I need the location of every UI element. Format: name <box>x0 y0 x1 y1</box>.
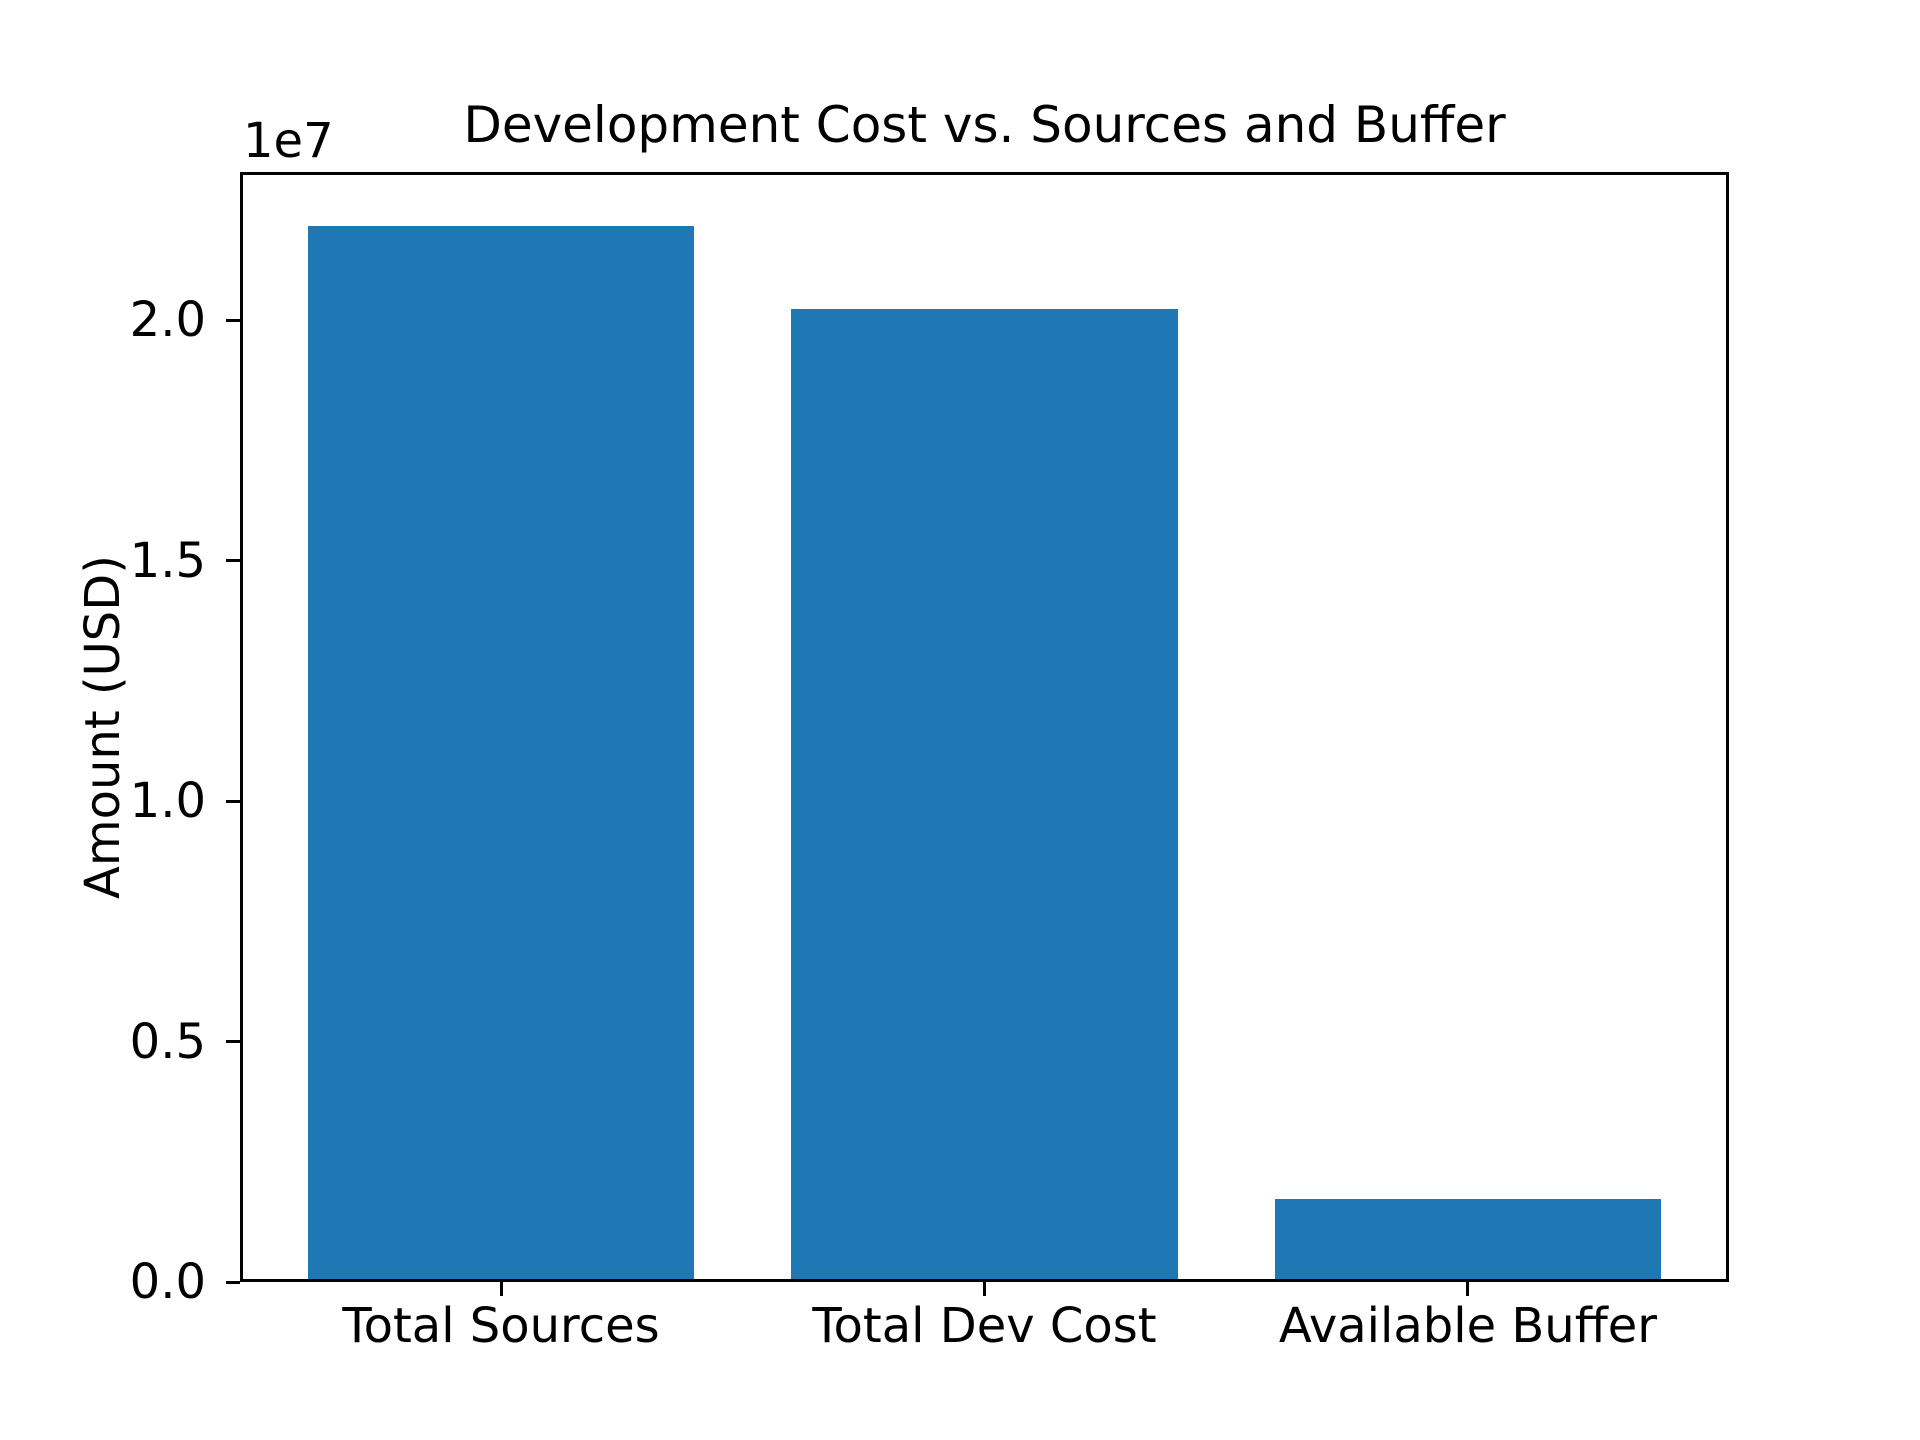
bar-total-dev-cost <box>791 309 1178 1282</box>
x-tick-label-available-buffer: Available Buffer <box>1278 1298 1658 1354</box>
x-tick-mark <box>983 1282 986 1296</box>
y-axis-label: Amount (USD) <box>75 555 131 899</box>
bar-total-sources <box>307 226 695 1282</box>
y-tick-mark <box>226 1040 240 1043</box>
y-tick-label: 1.0 <box>129 773 206 829</box>
y-tick-mark <box>226 1280 240 1284</box>
bar-available-buffer <box>1274 1199 1662 1282</box>
x-tick-mark <box>499 1282 503 1296</box>
x-tick-label-total-sources: Total Sources <box>342 1298 660 1354</box>
y-axis-offset-text: 1e7 <box>243 113 334 169</box>
y-tick-mark <box>226 559 240 562</box>
chart-title: Development Cost vs. Sources and Buffer <box>463 96 1506 154</box>
x-tick-mark <box>1466 1282 1470 1296</box>
y-tick-label: 0.5 <box>129 1013 206 1070</box>
y-tick-label: 2.0 <box>129 292 206 348</box>
x-tick-label-total-dev-cost: Total Dev Cost <box>812 1298 1157 1354</box>
y-tick-label: 1.5 <box>129 532 206 589</box>
y-tick-mark <box>226 318 240 322</box>
y-tick-mark <box>226 799 240 803</box>
y-tick-label: 0.0 <box>129 1254 206 1310</box>
